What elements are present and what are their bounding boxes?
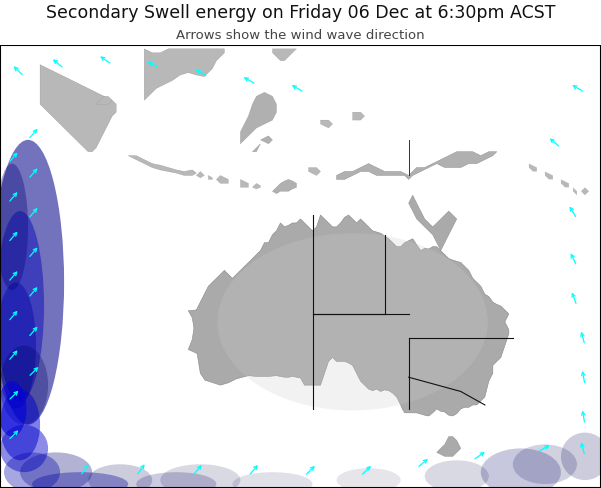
Polygon shape [272,180,296,194]
Ellipse shape [337,468,401,488]
Polygon shape [545,171,553,180]
Polygon shape [188,215,509,416]
Polygon shape [252,183,260,189]
Ellipse shape [136,472,216,488]
Ellipse shape [218,233,488,410]
Polygon shape [353,112,365,120]
Polygon shape [561,180,569,187]
Ellipse shape [513,445,577,484]
Ellipse shape [561,432,601,480]
Ellipse shape [0,163,28,290]
Ellipse shape [32,472,128,488]
Polygon shape [209,176,212,180]
Polygon shape [252,144,260,152]
Polygon shape [320,120,332,128]
Polygon shape [96,96,112,104]
Ellipse shape [88,464,152,488]
Ellipse shape [0,282,36,409]
Polygon shape [144,49,224,100]
Polygon shape [272,49,296,61]
Polygon shape [437,437,461,456]
Polygon shape [240,180,248,187]
Polygon shape [573,187,577,195]
Polygon shape [216,176,228,183]
Ellipse shape [233,472,313,488]
Polygon shape [409,195,457,251]
Ellipse shape [0,346,48,425]
Ellipse shape [0,381,26,437]
Ellipse shape [160,464,240,488]
Ellipse shape [4,452,60,488]
Ellipse shape [481,448,561,488]
Ellipse shape [0,140,64,425]
Polygon shape [308,167,320,176]
Polygon shape [260,136,272,144]
Ellipse shape [0,211,44,401]
Ellipse shape [0,425,48,472]
Text: Arrows show the wind wave direction: Arrows show the wind wave direction [176,28,425,41]
Ellipse shape [20,452,92,488]
Polygon shape [40,65,116,152]
Polygon shape [240,92,276,144]
Ellipse shape [0,389,40,460]
Polygon shape [197,171,204,178]
Text: Secondary Swell energy on Friday 06 Dec at 6:30pm ACST: Secondary Swell energy on Friday 06 Dec … [46,4,555,22]
Polygon shape [529,163,537,171]
Polygon shape [128,156,197,176]
Polygon shape [581,187,589,195]
Ellipse shape [425,460,489,488]
Polygon shape [337,152,497,180]
